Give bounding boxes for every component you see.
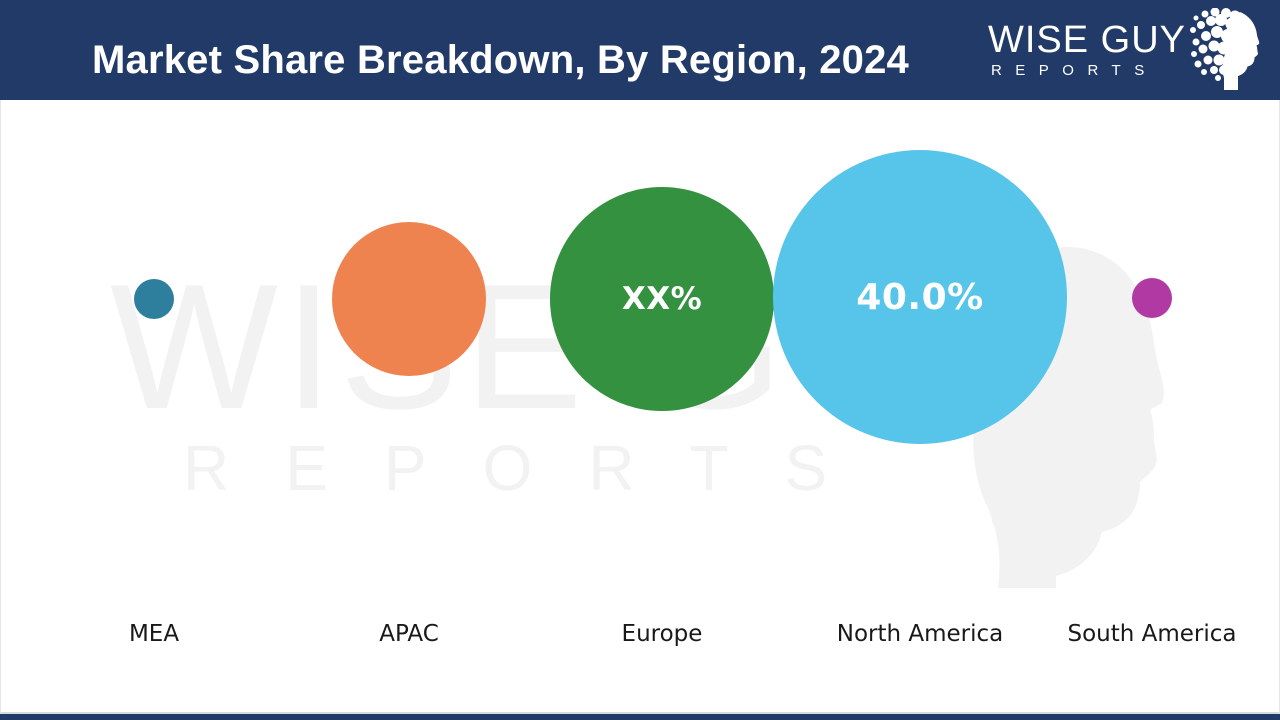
label-apac: APAC	[379, 621, 439, 647]
label-south-america: South America	[1067, 621, 1237, 647]
footer-bar	[0, 714, 1280, 720]
label-north-america: North America	[836, 621, 1004, 647]
label-mea: MEA	[128, 621, 180, 647]
bubble-value-europe: XX%	[621, 281, 703, 317]
logo-face-icon	[1190, 8, 1260, 90]
label-europe: Europe	[621, 621, 703, 647]
logo-wordmark: WISE GUY	[987, 18, 1186, 61]
bubble-apac	[332, 222, 486, 376]
logo-subtext: REPORTS	[990, 62, 1158, 80]
bubble-mea	[134, 279, 174, 319]
brand-logo: WISE GUY REPORTS	[988, 8, 1266, 92]
header: Market Share Breakdown, By Region, 2024 …	[0, 0, 1280, 100]
brand-logo-text: WISE GUY REPORTS	[987, 18, 1186, 80]
bubble-europe: XX%	[550, 187, 774, 411]
bubble-value-north-america: 40.0%	[856, 276, 984, 318]
page-title: Market Share Breakdown, By Region, 2024	[92, 38, 909, 82]
